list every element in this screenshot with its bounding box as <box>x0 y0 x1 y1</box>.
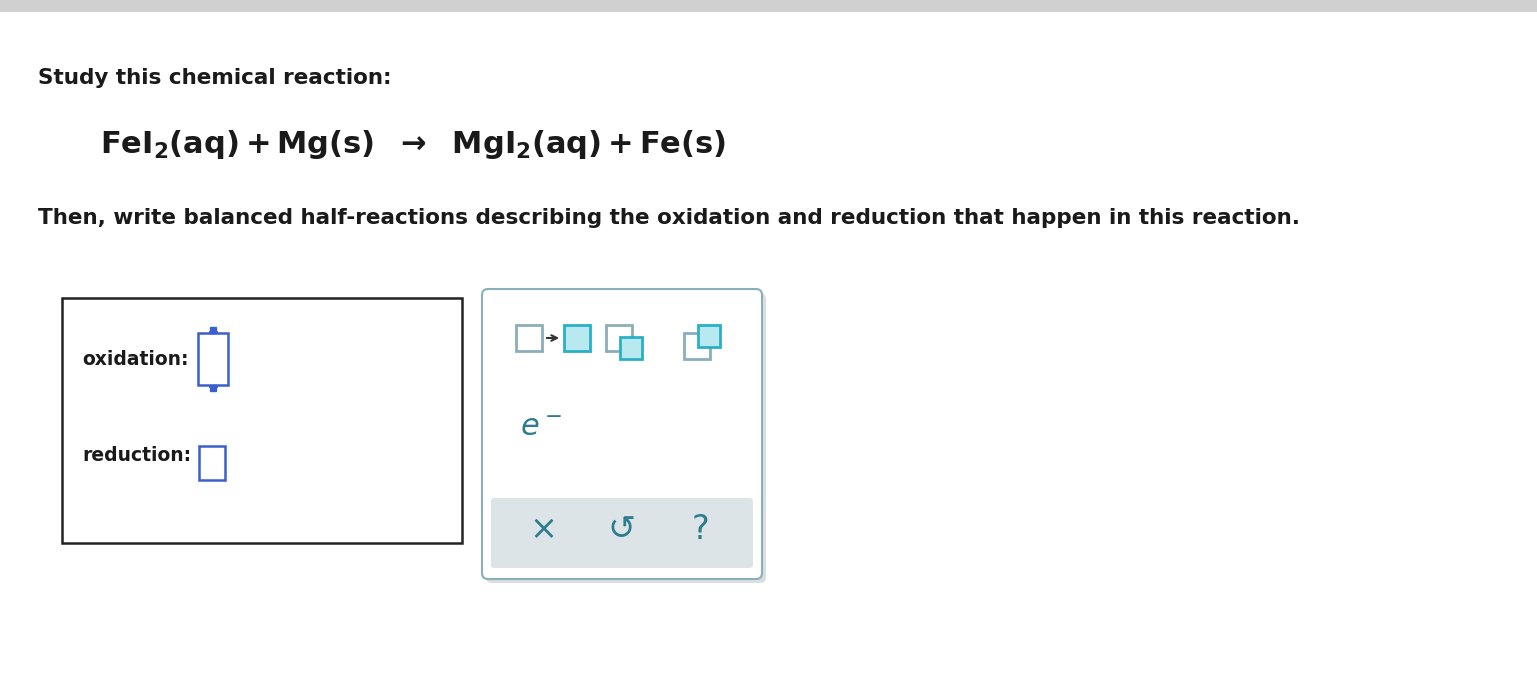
Text: reduction:: reduction: <box>81 446 191 465</box>
FancyBboxPatch shape <box>483 289 762 579</box>
Text: ×: × <box>529 513 556 546</box>
Text: $\it{e}^-$: $\it{e}^-$ <box>520 413 563 442</box>
Text: ?: ? <box>692 513 710 546</box>
FancyBboxPatch shape <box>564 325 590 351</box>
Text: oxidation:: oxidation: <box>81 350 189 369</box>
Text: Study this chemical reaction:: Study this chemical reaction: <box>38 68 392 88</box>
FancyBboxPatch shape <box>198 446 224 480</box>
Text: Then, write balanced half-reactions describing the oxidation and reduction that : Then, write balanced half-reactions desc… <box>38 208 1300 228</box>
Text: ↺: ↺ <box>609 513 636 546</box>
FancyBboxPatch shape <box>619 337 642 359</box>
FancyBboxPatch shape <box>490 498 753 568</box>
FancyBboxPatch shape <box>486 293 765 583</box>
FancyBboxPatch shape <box>61 298 463 543</box>
FancyBboxPatch shape <box>684 333 710 359</box>
FancyBboxPatch shape <box>516 325 543 351</box>
FancyBboxPatch shape <box>198 333 227 385</box>
FancyBboxPatch shape <box>0 0 1537 12</box>
FancyBboxPatch shape <box>698 325 719 347</box>
FancyBboxPatch shape <box>606 325 632 351</box>
Text: $\mathsf{\bf{FeI_2(aq)+Mg(s)\ \ \rightarrow\ \ MgI_2(aq)+Fe(s)}}$: $\mathsf{\bf{FeI_2(aq)+Mg(s)\ \ \rightar… <box>100 128 725 161</box>
